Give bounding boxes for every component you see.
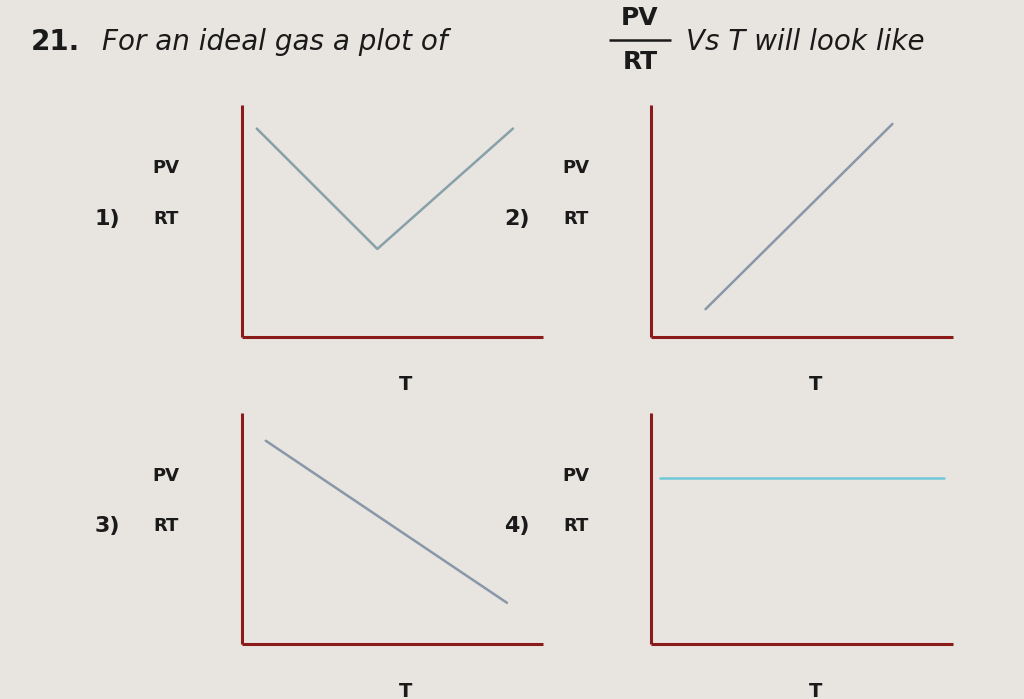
Text: For an ideal gas a plot of: For an ideal gas a plot of	[102, 28, 449, 56]
Text: T: T	[398, 375, 413, 394]
Text: 3): 3)	[95, 516, 121, 536]
Text: 21.: 21.	[31, 28, 80, 56]
Text: PV: PV	[153, 467, 180, 485]
Text: 4): 4)	[505, 516, 530, 536]
Text: RT: RT	[563, 517, 589, 535]
Text: 2): 2)	[505, 208, 530, 229]
Text: T: T	[808, 682, 822, 699]
Text: PV: PV	[562, 467, 590, 485]
Text: T: T	[398, 682, 413, 699]
Text: RT: RT	[154, 210, 179, 228]
Text: RT: RT	[154, 517, 179, 535]
Text: PV: PV	[562, 159, 590, 178]
Text: RT: RT	[623, 50, 657, 74]
Text: PV: PV	[153, 159, 180, 178]
Text: T: T	[808, 375, 822, 394]
Text: 1): 1)	[95, 208, 121, 229]
Text: Vs T will look like: Vs T will look like	[686, 28, 925, 56]
Text: RT: RT	[563, 210, 589, 228]
Text: PV: PV	[622, 6, 658, 31]
